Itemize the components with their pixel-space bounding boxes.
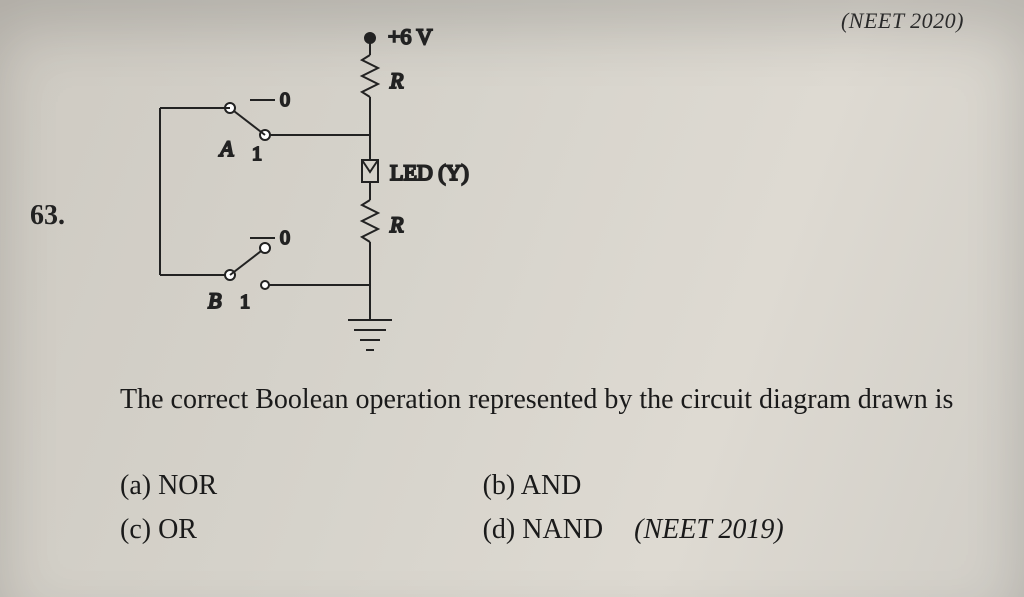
switch-b-pos1: 1 <box>240 291 250 313</box>
question-number: 63. <box>30 200 65 232</box>
circuit-diagram: +6 V R 0 A 1 <box>100 20 520 370</box>
option-b: (b) AND <box>483 470 954 502</box>
resistor-top-label: R <box>389 68 404 93</box>
option-c: (c) OR <box>120 514 483 546</box>
switch-a-pos0: 0 <box>280 89 290 111</box>
option-d-text: NAND <box>522 514 603 545</box>
source-tag: (NEET 2019) <box>634 514 784 545</box>
option-a-text: NOR <box>158 470 217 501</box>
resistor-bottom-label: R <box>389 212 404 237</box>
option-a: (a) NOR <box>120 470 483 502</box>
top-right-fragment: (NEET 2020) <box>841 8 964 34</box>
option-b-tag: (b) <box>483 470 516 501</box>
option-d: (d) NAND (NEET 2019) <box>483 514 954 546</box>
switch-b-pos0: 0 <box>280 227 290 249</box>
option-b-text: AND <box>521 470 582 501</box>
option-c-text: OR <box>158 514 197 545</box>
options: (a) NOR (b) AND (c) OR (d) NAND (NEET 20… <box>120 470 954 546</box>
option-c-tag: (c) <box>120 514 151 545</box>
option-a-tag: (a) <box>120 470 151 501</box>
led-label: LED (Y) <box>390 160 469 185</box>
question-text: The correct Boolean operation represente… <box>120 380 954 421</box>
option-d-tag: (d) <box>483 514 516 545</box>
switch-b-label: B <box>208 288 221 313</box>
switch-a-pos1: 1 <box>252 143 262 165</box>
page: (NEET 2020) 63. +6 V R <box>0 0 1024 597</box>
voltage-label: +6 V <box>388 24 433 49</box>
switch-a-label: A <box>218 136 234 161</box>
